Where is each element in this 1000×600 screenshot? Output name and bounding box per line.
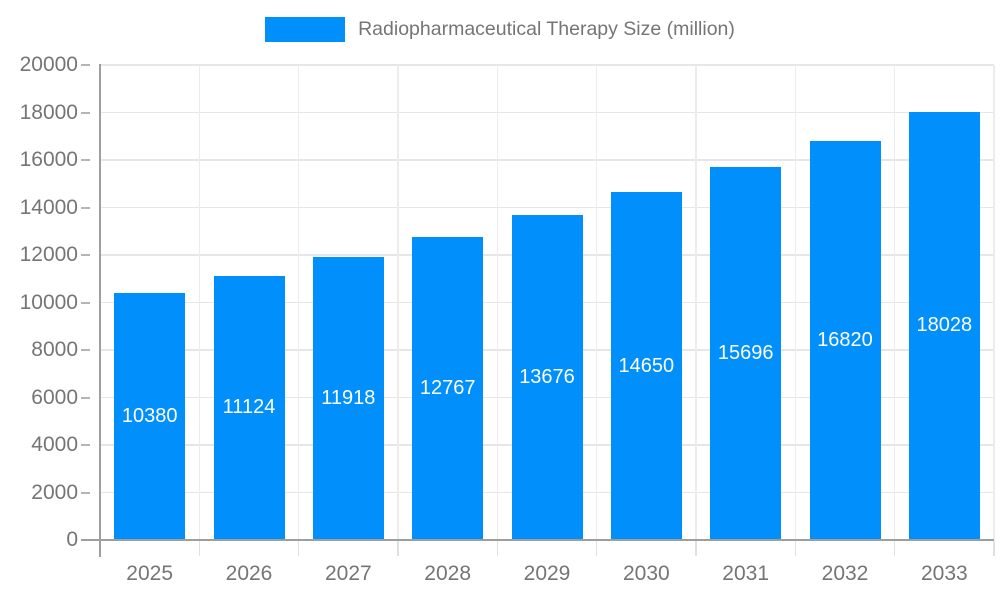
x-tick-icon (993, 541, 995, 556)
bar-2032[interactable]: 16820 (809, 140, 881, 540)
gridline-v (595, 65, 598, 540)
bar-2026[interactable]: 11124 (213, 275, 285, 540)
bar-value-label: 13676 (519, 366, 575, 389)
gridline-v (794, 65, 797, 540)
bar-2025[interactable]: 10380 (114, 293, 186, 540)
y-axis-label: 10000 (19, 290, 78, 314)
x-axis-line (81, 539, 994, 541)
gridline-v (893, 65, 896, 540)
x-tick-icon (695, 541, 697, 556)
y-axis-label: 4000 (31, 433, 78, 456)
bar-2030[interactable]: 14650 (610, 192, 682, 540)
x-axis-label: 2032 (821, 562, 869, 585)
bar-2031[interactable]: 15696 (710, 167, 782, 540)
y-tick-icon (81, 301, 90, 304)
y-tick-icon (81, 444, 90, 446)
bar-value-label: 11124 (222, 396, 276, 419)
x-tick-icon (297, 541, 300, 556)
x-tick-icon (893, 541, 896, 556)
bar-value-label: 15696 (717, 342, 774, 365)
y-axis-label: 20000 (19, 53, 78, 76)
gridline-h (100, 64, 994, 66)
gridline-h (100, 159, 994, 161)
y-tick-icon (81, 349, 90, 351)
bar-value-label: 11918 (321, 386, 376, 409)
y-axis-label: 12000 (19, 243, 78, 266)
bar-value-label: 10380 (121, 405, 178, 428)
y-axis-label: 8000 (31, 338, 78, 361)
bar-value-label: 12767 (419, 376, 476, 399)
y-tick-icon (81, 111, 90, 114)
gridline-v (993, 65, 995, 540)
y-tick-icon (81, 206, 90, 209)
bar-2027[interactable]: 11918 (312, 256, 384, 540)
x-tick-icon (595, 541, 598, 556)
x-axis-label: 2025 (126, 562, 174, 585)
x-axis-label: 2027 (324, 562, 372, 585)
gridline-v (297, 65, 300, 540)
y-axis-label: 16000 (19, 148, 78, 171)
bar-value-label: 14650 (618, 354, 675, 377)
x-axis-label: 2030 (622, 562, 670, 585)
x-axis-label: 2028 (424, 562, 472, 585)
y-tick-icon (81, 254, 90, 256)
y-axis-label: 2000 (31, 480, 78, 504)
gridline-v (198, 65, 201, 540)
gridline-h (100, 206, 994, 209)
y-axis-label: 18000 (19, 100, 78, 124)
x-axis-label: 2026 (225, 562, 273, 585)
legend-swatch-icon (265, 17, 346, 42)
bar-2029[interactable]: 13676 (511, 215, 583, 540)
gridline-v (496, 65, 499, 540)
x-tick-icon (496, 541, 499, 556)
legend[interactable]: Radiopharmaceutical Therapy Size (millio… (0, 17, 1000, 42)
gridline-v (397, 65, 399, 540)
gridline-h (100, 111, 994, 114)
bar-value-label: 16820 (817, 328, 873, 351)
y-tick-icon (81, 64, 90, 66)
x-axis-label: 2033 (920, 562, 968, 585)
bar-2033[interactable]: 18028 (908, 111, 980, 540)
y-axis-label: 6000 (31, 385, 78, 409)
x-axis-label: 2029 (523, 562, 571, 585)
x-tick-icon (198, 541, 201, 556)
y-axis-label: 14000 (19, 195, 78, 219)
y-tick-icon (81, 159, 90, 161)
bar-value-label: 18028 (916, 314, 973, 337)
x-tick-icon (397, 541, 399, 556)
bar-2028[interactable]: 12767 (412, 236, 484, 540)
gridline-v (695, 65, 697, 540)
legend-label: Radiopharmaceutical Therapy Size (millio… (358, 18, 735, 40)
x-tick-icon (794, 541, 797, 556)
y-tick-icon (81, 396, 90, 399)
y-tick-icon (81, 491, 90, 494)
x-axis-label: 2031 (722, 562, 770, 585)
y-axis-line (98, 64, 101, 557)
y-axis-label: 0 (66, 528, 78, 551)
